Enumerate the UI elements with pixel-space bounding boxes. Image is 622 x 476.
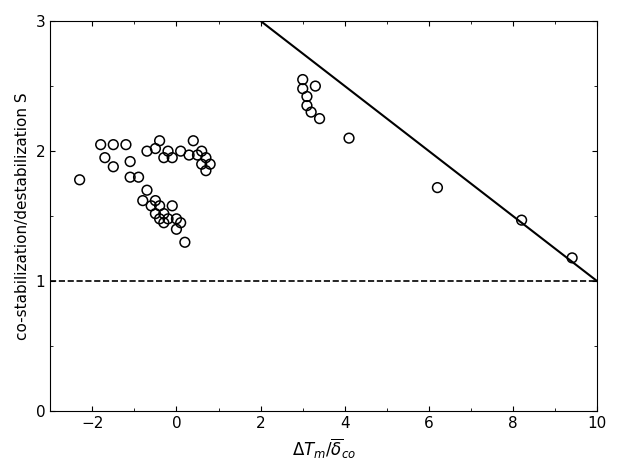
Point (201, 154, 211, 161)
Point (298, 76, 308, 83)
Point (146, 202, 156, 209)
Point (201, 167, 211, 175)
Point (163, 148, 173, 155)
Point (151, 210, 160, 218)
Point (167, 202, 177, 209)
Point (302, 102, 312, 109)
Point (567, 254, 577, 262)
Point (142, 148, 152, 155)
Point (151, 197, 160, 204)
Point (197, 148, 207, 155)
Point (138, 197, 148, 204)
Point (100, 154, 110, 161)
Point (163, 215, 173, 223)
Point (193, 151, 203, 159)
Point (188, 137, 198, 145)
Point (315, 115, 325, 122)
Point (197, 160, 207, 168)
Point (306, 109, 316, 116)
Point (125, 158, 135, 165)
Point (75, 176, 85, 184)
Point (302, 93, 312, 100)
Point (175, 219, 185, 227)
Point (432, 184, 442, 191)
Point (151, 145, 160, 152)
Y-axis label: co-stabilization/destabilization S: co-stabilization/destabilization S (15, 92, 30, 340)
Point (205, 160, 215, 168)
Point (184, 151, 194, 159)
Point (159, 219, 169, 227)
Point (159, 154, 169, 161)
Point (172, 226, 182, 233)
Point (155, 137, 165, 145)
Point (121, 141, 131, 149)
Point (517, 216, 527, 224)
X-axis label: $\Delta T_m/\overline{\delta}_{co}$: $\Delta T_m/\overline{\delta}_{co}$ (292, 437, 356, 461)
Point (159, 210, 169, 218)
Point (155, 202, 165, 209)
Point (172, 215, 182, 223)
Point (175, 148, 185, 155)
Point (344, 134, 354, 142)
Point (155, 215, 165, 223)
Point (310, 82, 320, 90)
Point (180, 238, 190, 246)
Point (298, 85, 308, 92)
Point (108, 163, 118, 170)
Point (134, 173, 144, 181)
Point (96, 141, 106, 149)
Point (142, 187, 152, 194)
Point (167, 154, 177, 161)
Point (125, 173, 135, 181)
Point (108, 141, 118, 149)
